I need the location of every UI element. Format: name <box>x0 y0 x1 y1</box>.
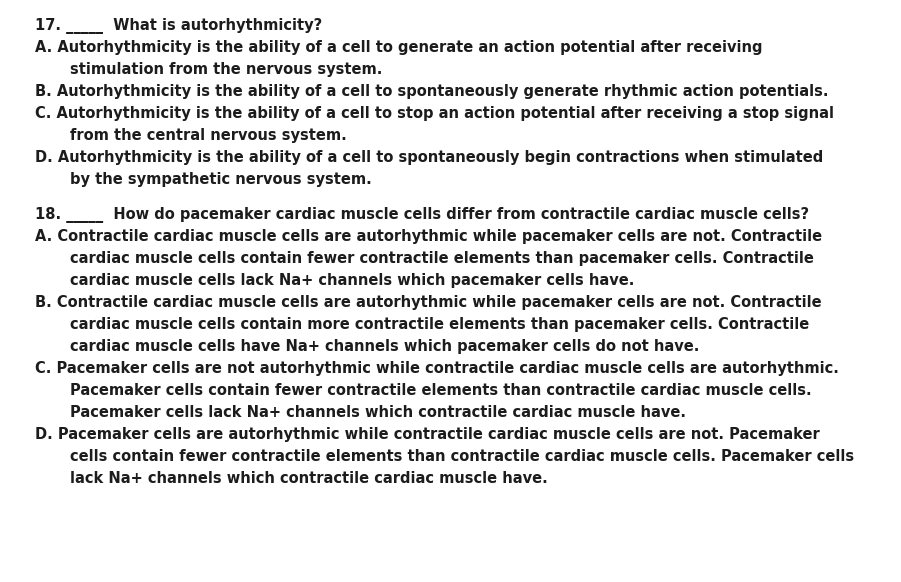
Text: cardiac muscle cells lack Na+ channels which pacemaker cells have.: cardiac muscle cells lack Na+ channels w… <box>70 273 634 288</box>
Text: D. Pacemaker cells are autorhythmic while contractile cardiac muscle cells are n: D. Pacemaker cells are autorhythmic whil… <box>35 427 820 442</box>
Text: stimulation from the nervous system.: stimulation from the nervous system. <box>70 62 382 77</box>
Text: D. Autorhythmicity is the ability of a cell to spontaneously begin contractions : D. Autorhythmicity is the ability of a c… <box>35 150 824 165</box>
Text: A. Autorhythmicity is the ability of a cell to generate an action potential afte: A. Autorhythmicity is the ability of a c… <box>35 40 762 55</box>
Text: by the sympathetic nervous system.: by the sympathetic nervous system. <box>70 172 372 187</box>
Text: 17. _____  What is autorhythmicity?: 17. _____ What is autorhythmicity? <box>35 18 323 34</box>
Text: cardiac muscle cells contain more contractile elements than pacemaker cells. Con: cardiac muscle cells contain more contra… <box>70 317 809 332</box>
Text: 18. _____  How do pacemaker cardiac muscle cells differ from contractile cardiac: 18. _____ How do pacemaker cardiac muscl… <box>35 207 809 223</box>
Text: C. Autorhythmicity is the ability of a cell to stop an action potential after re: C. Autorhythmicity is the ability of a c… <box>35 106 834 121</box>
Text: C. Pacemaker cells are not autorhythmic while contractile cardiac muscle cells a: C. Pacemaker cells are not autorhythmic … <box>35 361 839 376</box>
Text: lack Na+ channels which contractile cardiac muscle have.: lack Na+ channels which contractile card… <box>70 471 548 486</box>
Text: B. Contractile cardiac muscle cells are autorhythmic while pacemaker cells are n: B. Contractile cardiac muscle cells are … <box>35 295 822 310</box>
Text: cells contain fewer contractile elements than contractile cardiac muscle cells. : cells contain fewer contractile elements… <box>70 449 854 464</box>
Text: B. Autorhythmicity is the ability of a cell to spontaneously generate rhythmic a: B. Autorhythmicity is the ability of a c… <box>35 84 829 99</box>
Text: A. Contractile cardiac muscle cells are autorhythmic while pacemaker cells are n: A. Contractile cardiac muscle cells are … <box>35 229 822 244</box>
Text: Pacemaker cells lack Na+ channels which contractile cardiac muscle have.: Pacemaker cells lack Na+ channels which … <box>70 405 686 420</box>
Text: Pacemaker cells contain fewer contractile elements than contractile cardiac musc: Pacemaker cells contain fewer contractil… <box>70 383 812 398</box>
Text: from the central nervous system.: from the central nervous system. <box>70 128 347 143</box>
Text: cardiac muscle cells contain fewer contractile elements than pacemaker cells. Co: cardiac muscle cells contain fewer contr… <box>70 251 814 266</box>
Text: cardiac muscle cells have Na+ channels which pacemaker cells do not have.: cardiac muscle cells have Na+ channels w… <box>70 339 699 354</box>
